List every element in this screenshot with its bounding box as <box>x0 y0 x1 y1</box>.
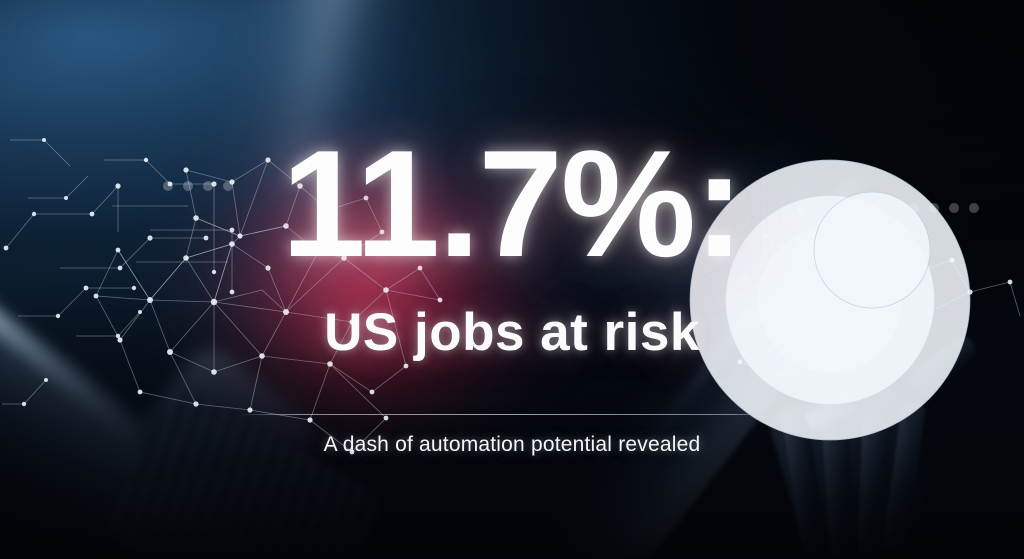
caption-text: A dash of automation potential revealed <box>323 433 701 456</box>
divider-rule <box>240 414 786 415</box>
headline-statistic: 11.7%: <box>281 119 744 289</box>
subheadline: US jobs at risk <box>324 303 700 362</box>
